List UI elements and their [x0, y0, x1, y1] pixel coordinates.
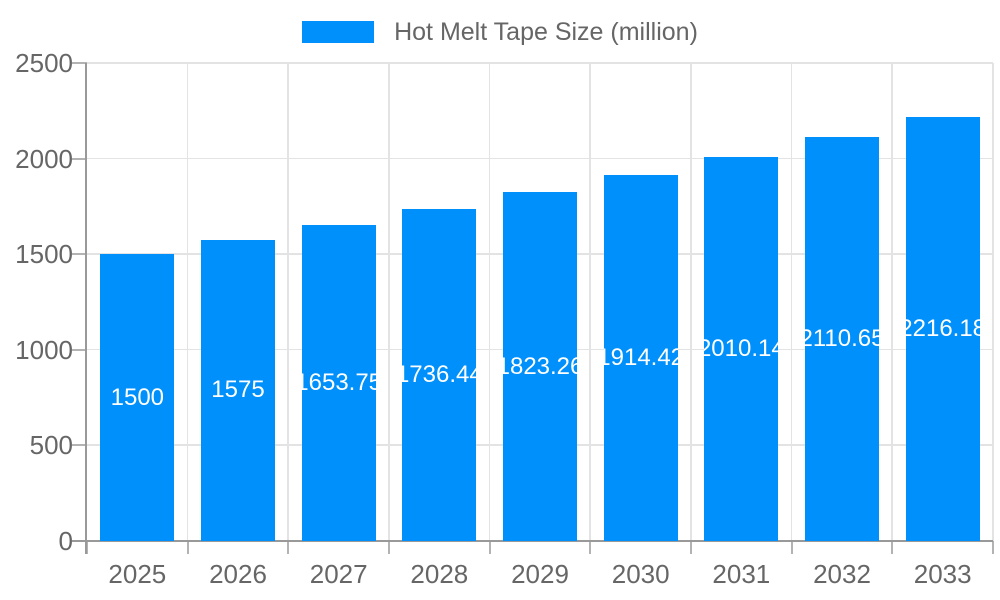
x-axis-label-2027: 2027 — [309, 559, 368, 589]
gridline-vertical — [488, 63, 491, 541]
gridline-vertical — [891, 63, 893, 541]
y-axis-label: 1500 — [15, 239, 73, 270]
bar-2027[interactable]: 1653.75 — [301, 224, 376, 541]
x-axis-tick — [388, 541, 390, 554]
x-axis-label-2026: 2026 — [209, 559, 267, 589]
x-axis-label-2032: 2032 — [813, 559, 871, 589]
gridline-vertical — [287, 63, 289, 541]
x-axis-tick — [690, 541, 692, 554]
x-axis-tick — [891, 541, 894, 554]
y-axis-tick — [72, 253, 87, 256]
x-axis-tick — [589, 541, 592, 554]
gridline-vertical — [388, 63, 390, 541]
bar-2032[interactable]: 2110.65 — [805, 137, 879, 541]
x-axis-label-2030: 2030 — [611, 559, 670, 589]
y-axis-line — [85, 63, 87, 554]
bar-2029[interactable]: 1823.26 — [503, 192, 577, 541]
y-axis-tick — [72, 444, 87, 447]
gridline-vertical — [992, 63, 994, 541]
legend-swatch — [302, 21, 375, 43]
x-axis-label-2028: 2028 — [410, 559, 469, 589]
x-axis-tick — [790, 541, 793, 554]
bar-value-label: 2110.65 — [805, 325, 879, 353]
y-axis-tick — [72, 62, 87, 64]
gridline-horizontal — [87, 157, 993, 160]
bar-value-label: 1914.42 — [603, 343, 678, 371]
y-axis-tick — [72, 157, 87, 160]
x-axis-label-2033: 2033 — [913, 559, 972, 589]
y-axis-label: 2500 — [15, 48, 73, 78]
x-axis-tick — [186, 541, 189, 554]
x-axis-tick — [287, 541, 290, 554]
bar-value-label: 2216.18 — [905, 315, 980, 343]
x-axis-label-2029: 2029 — [511, 559, 569, 589]
bar-2028[interactable]: 1736.44 — [402, 208, 477, 541]
bar-2026[interactable]: 1575 — [201, 239, 275, 541]
legend[interactable]: Hot Melt Tape Size (million) — [0, 17, 1000, 47]
bar-2031[interactable]: 2010.14 — [704, 156, 779, 541]
gridline-vertical — [790, 63, 793, 541]
gridline-horizontal — [87, 62, 993, 64]
gridline-vertical — [186, 63, 189, 541]
y-axis-tick — [72, 348, 87, 351]
bar-2025[interactable]: 1500 — [100, 254, 175, 541]
x-axis-label-2031: 2031 — [712, 559, 771, 589]
bar-value-label: 1823.26 — [503, 352, 577, 380]
y-axis-label: 1000 — [15, 334, 73, 365]
y-axis-label: 500 — [29, 430, 73, 461]
x-axis-tick — [86, 541, 88, 554]
gridline-vertical — [690, 63, 692, 541]
bar-2033[interactable]: 2216.18 — [905, 117, 980, 541]
bar-value-label: 1500 — [110, 383, 165, 411]
x-axis-tick — [992, 541, 994, 554]
gridline-vertical — [589, 63, 591, 541]
x-axis-label-2025: 2025 — [108, 559, 167, 589]
bar-value-label: 1575 — [211, 376, 265, 404]
bar-value-label: 1653.75 — [301, 368, 376, 396]
bar-2030[interactable]: 1914.42 — [603, 174, 678, 541]
y-axis-label: 2000 — [15, 143, 73, 174]
y-axis-label: 0 — [58, 526, 73, 556]
bar-value-label: 2010.14 — [704, 334, 779, 362]
bar-value-label: 1736.44 — [402, 360, 477, 388]
x-axis-line — [72, 540, 993, 542]
x-axis-tick — [488, 541, 491, 554]
legend-label: Hot Melt Tape Size (million) — [394, 18, 698, 46]
